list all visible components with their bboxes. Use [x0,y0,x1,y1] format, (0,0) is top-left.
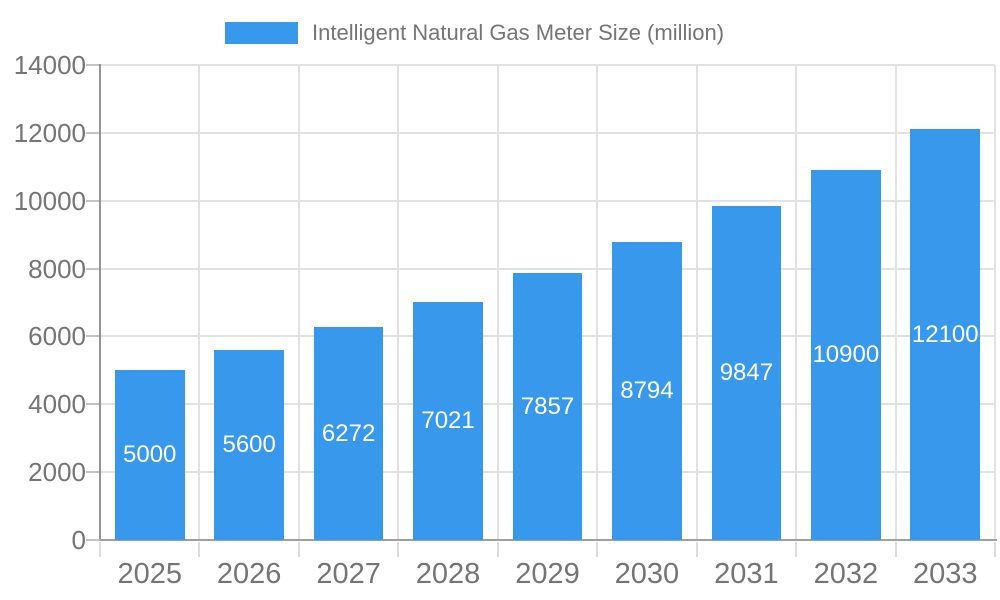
x-tick-mark [397,542,400,557]
y-tick-mark [86,199,100,202]
gridline-vertical [397,65,400,540]
gridline-horizontal [100,131,995,134]
bar-value-label: 7021 [421,406,475,434]
y-tick-mark [86,267,100,270]
x-tick-mark [99,542,101,557]
x-tick-mark [795,542,798,557]
bar[interactable] [214,350,284,540]
x-tick-label: 2030 [614,558,680,590]
y-tick-mark [86,131,100,134]
y-axis-line [99,64,101,541]
bar-value-label: 8794 [620,376,674,404]
x-tick-mark [198,542,201,557]
gridline-vertical [198,65,201,540]
y-tick-mark [86,64,100,66]
gridline-horizontal [100,64,995,66]
bar-value-label: 5000 [123,441,177,469]
y-tick-label: 4000 [28,389,86,420]
legend-swatch-icon [225,22,298,44]
bar-value-label: 6272 [321,419,376,447]
legend[interactable]: Intelligent Natural Gas Meter Size (mill… [225,19,724,47]
y-tick-label: 6000 [28,321,86,352]
x-tick-label: 2025 [117,558,182,590]
bar[interactable] [512,273,583,540]
bar[interactable] [313,327,384,540]
gridline-vertical [496,65,499,540]
y-tick-mark [86,471,100,474]
gridline-vertical [596,65,599,540]
bar[interactable] [413,301,483,540]
x-tick-mark [596,542,599,557]
gridline-vertical [894,65,897,540]
bar-value-label: 10900 [812,341,880,369]
y-tick-mark [86,539,100,541]
y-tick-label: 14000 [13,50,86,80]
y-tick-label: 10000 [13,185,86,216]
x-tick-label: 2032 [813,558,879,590]
gridline-horizontal [100,267,995,270]
x-tick-mark [297,542,300,557]
y-tick-mark [86,335,100,338]
gridline-vertical [695,65,698,540]
x-tick-label: 2027 [316,558,381,590]
bar[interactable] [711,205,782,540]
gridline-vertical [297,65,300,540]
bar[interactable] [612,241,682,540]
legend-label: Intelligent Natural Gas Meter Size (mill… [312,20,725,45]
x-tick-label: 2026 [216,558,282,590]
gridline-vertical [795,65,798,540]
y-tick-label: 2000 [28,457,86,488]
x-tick-mark [695,542,698,557]
y-tick-label: 0 [71,525,86,555]
y-tick-label: 12000 [13,117,86,148]
bar[interactable] [811,170,881,540]
x-axis-line [99,539,997,541]
x-tick-mark [994,542,996,557]
x-tick-label: 2028 [415,558,481,590]
bar-value-label: 5600 [222,431,276,458]
y-tick-label: 8000 [28,253,86,284]
bar-value-label: 9847 [719,358,774,386]
bar-value-label: 7857 [520,392,575,420]
gridline-vertical [994,65,996,540]
x-tick-mark [496,542,499,557]
gridline-horizontal [100,199,995,202]
y-tick-mark [86,403,100,406]
x-tick-mark [894,542,897,557]
bar[interactable] [114,370,185,540]
bar[interactable] [910,129,981,540]
x-tick-label: 2029 [515,558,580,590]
x-tick-label: 2033 [913,558,978,590]
x-tick-label: 2031 [714,558,779,590]
bar-value-label: 12100 [911,320,979,348]
